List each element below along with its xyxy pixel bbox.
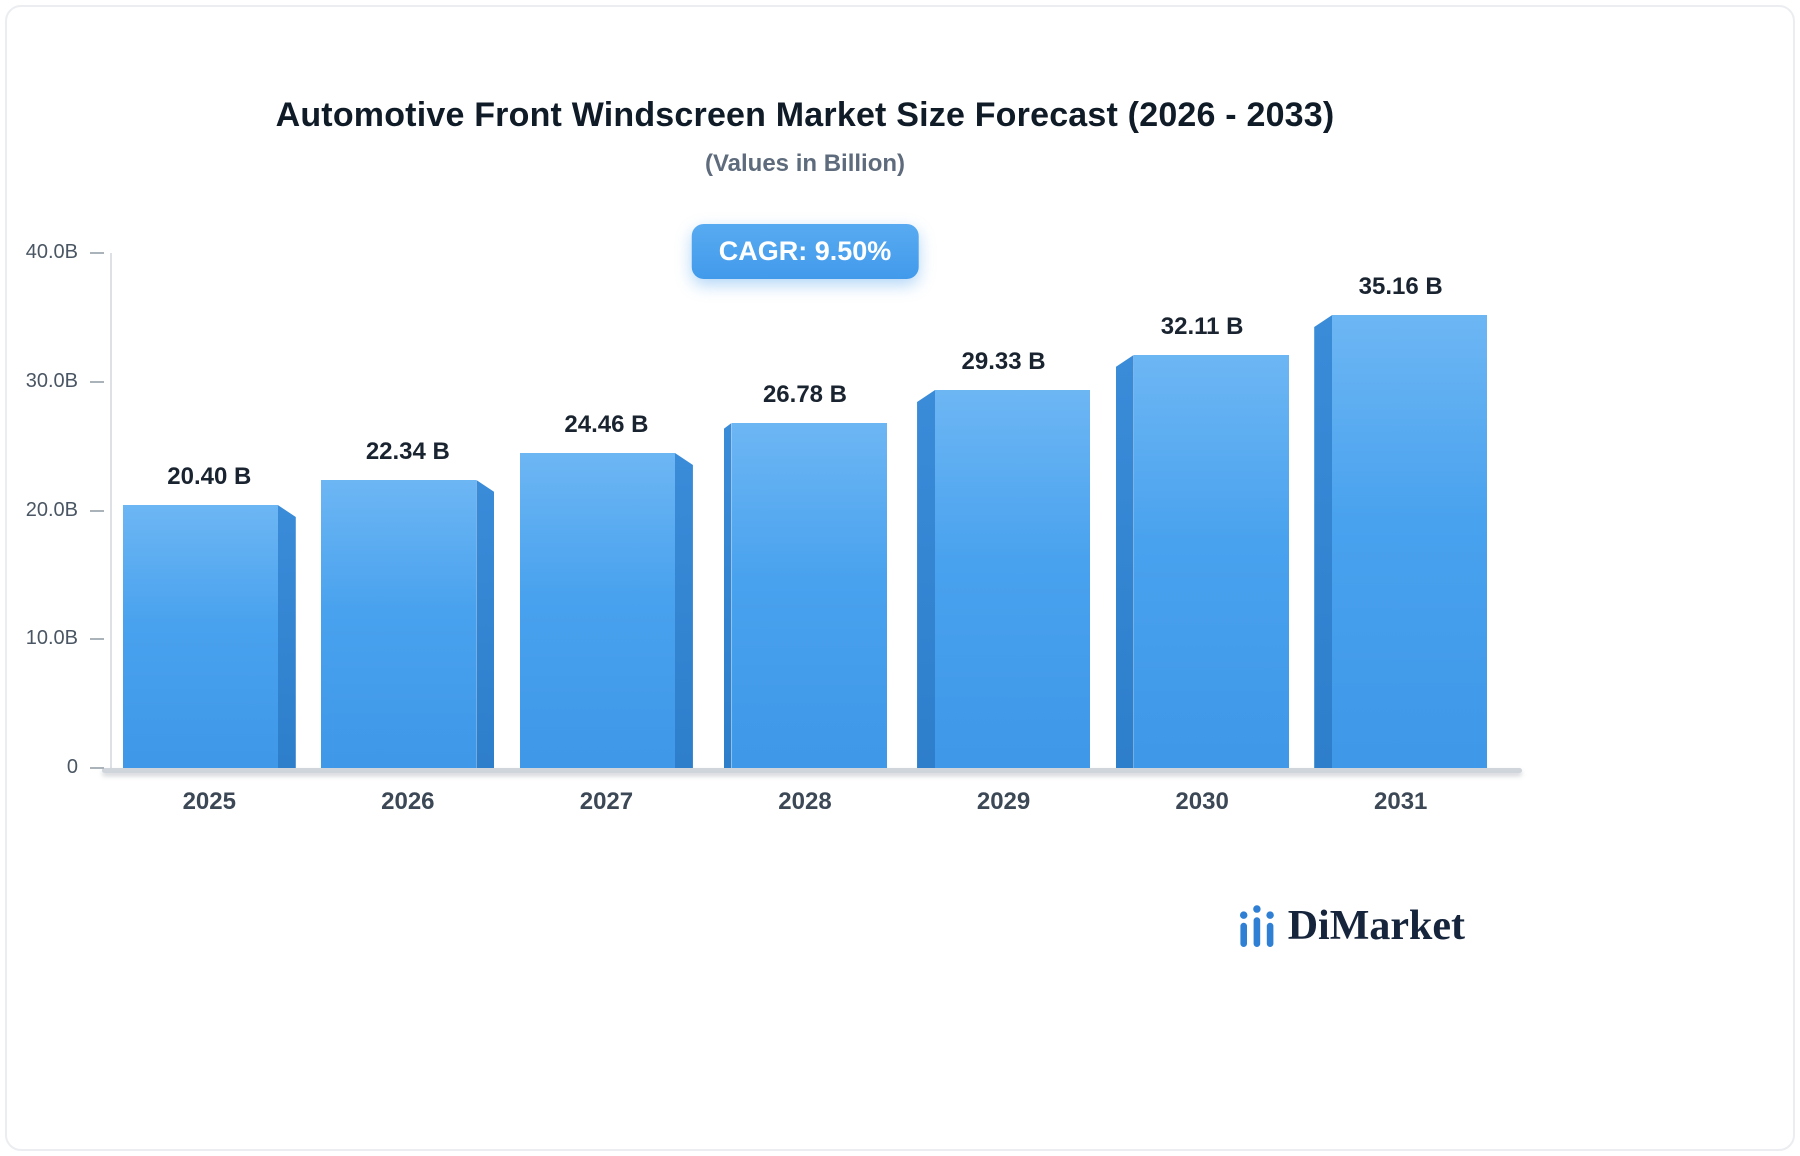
bar-value-label: 35.16 B	[1358, 273, 1443, 300]
x-tick-label: 2029	[976, 788, 1031, 815]
plot-area: 20.40 B 2025 22.34 B 2026 24.46 B 2027 26.78 B…	[26, 241, 1522, 815]
y-tick-label: 20.0B	[25, 498, 78, 521]
y-tick-mark	[90, 252, 104, 254]
bar-side	[277, 505, 296, 768]
bar	[1115, 355, 1289, 768]
bar-front	[935, 390, 1091, 768]
bar-value-label: 24.46 B	[564, 411, 649, 438]
bar-value-label: 26.78 B	[762, 381, 848, 408]
logo-text: DiMarket	[1287, 903, 1465, 949]
y-tick-mark	[90, 380, 104, 383]
bar	[1314, 315, 1488, 768]
bar-front	[321, 480, 477, 768]
logo: DiMarket	[1238, 903, 1465, 947]
y-tick-label: 30.0B	[25, 369, 78, 392]
bar-value-label: 20.40 B	[167, 463, 252, 490]
y-tick-mark	[90, 509, 104, 512]
bar	[723, 423, 887, 768]
y-axis-line	[110, 253, 112, 768]
x-tick-label: 2028	[778, 788, 832, 815]
bar-value-label: 32.11 B	[1160, 313, 1244, 340]
bar-side	[917, 390, 936, 768]
y-tick-label: 40.0B	[25, 241, 78, 263]
bar-value-label: 29.33 B	[961, 348, 1046, 375]
chart-subtitle: (Values in Billion)	[704, 150, 906, 177]
cagr-badge: CAGR: 9.50%	[691, 224, 919, 279]
y-tick-mark	[90, 767, 104, 769]
x-tick-label: 2030	[1175, 788, 1229, 815]
bar-side	[674, 453, 693, 768]
bar-front	[731, 423, 887, 768]
y-tick-label: 0	[66, 756, 78, 778]
y-tick-mark	[90, 638, 104, 641]
x-tick-label: 2027	[579, 788, 634, 815]
bar-side	[723, 423, 732, 768]
x-tick-label: 2026	[381, 788, 435, 815]
bar-value-label: 22.34 B	[365, 438, 450, 465]
bar-side	[1314, 315, 1333, 768]
x-axis-line	[102, 768, 1522, 773]
x-tick-label: 2031	[1374, 788, 1428, 815]
bar-front	[122, 505, 278, 768]
bar	[917, 390, 1091, 768]
bar-chart-icon	[1239, 905, 1274, 947]
bar	[519, 453, 693, 768]
y-tick-label: 10.0B	[25, 627, 78, 650]
bar-side	[476, 480, 495, 768]
bar-side	[1115, 355, 1134, 768]
chart-title: Automotive Front Windscreen Market Size …	[275, 96, 1335, 134]
bar	[122, 505, 296, 768]
bar-front	[1133, 355, 1289, 768]
x-tick-label: 2025	[182, 788, 236, 815]
bar-front	[1332, 315, 1488, 768]
bar-front	[519, 453, 675, 768]
bar	[321, 480, 495, 768]
